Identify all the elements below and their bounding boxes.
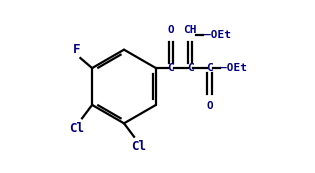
- Text: C: C: [206, 63, 213, 73]
- Text: F: F: [72, 43, 80, 56]
- Text: C: C: [168, 63, 175, 73]
- Text: O: O: [168, 25, 175, 35]
- Text: —OEt: —OEt: [220, 63, 247, 73]
- Text: C: C: [187, 63, 194, 73]
- Text: Cl: Cl: [70, 122, 84, 135]
- Text: O: O: [206, 101, 213, 111]
- Text: Cl: Cl: [132, 140, 146, 153]
- Text: CH: CH: [184, 25, 197, 35]
- Text: —OEt: —OEt: [203, 30, 231, 40]
